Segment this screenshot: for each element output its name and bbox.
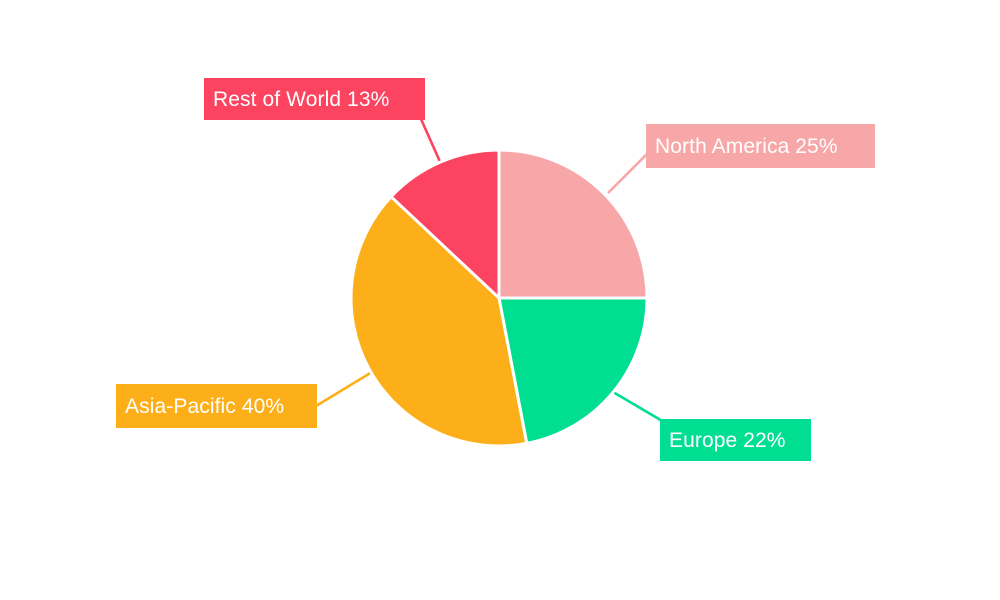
pie-slice-north-america[interactable] xyxy=(497,148,649,300)
leader-line-rest-of-world xyxy=(419,118,443,165)
pie-label-europe-text: Europe 22% xyxy=(669,428,786,452)
pie-slice-asia-pacific[interactable] xyxy=(349,195,529,448)
pie-slice-rest-of-world[interactable] xyxy=(389,148,501,300)
pie-label-north-america: North America 25% xyxy=(646,124,875,168)
pie-label-europe: Europe 22% xyxy=(660,419,811,461)
leader-line-asia-pacific xyxy=(315,370,373,408)
pie-slice-europe[interactable] xyxy=(497,296,649,445)
pie-label-rest-of-world-text: Rest of World 13% xyxy=(213,87,390,111)
pie-label-north-america-text: North America 25% xyxy=(655,134,838,158)
pie-label-rest-of-world: Rest of World 13% xyxy=(204,78,425,120)
pie-label-asia-pacific-text: Asia-Pacific 40% xyxy=(125,394,285,418)
pie-slice-group xyxy=(349,148,649,448)
leader-line-europe xyxy=(612,390,665,424)
leader-line-north-america xyxy=(607,150,651,194)
pie-label-asia-pacific: Asia-Pacific 40% xyxy=(116,384,317,428)
